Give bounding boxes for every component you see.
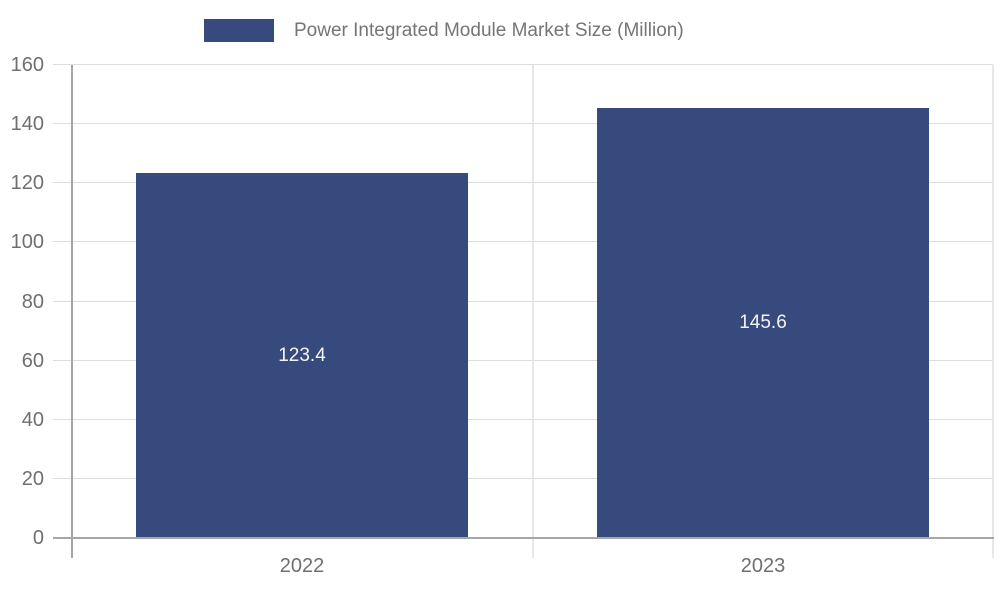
x-tick-label: 2022 xyxy=(279,555,325,577)
plot-right-border xyxy=(992,65,994,558)
gridline-horizontal xyxy=(72,64,993,65)
bar xyxy=(136,173,468,538)
y-tick-label: 140 xyxy=(10,113,44,136)
x-tick-label: 2023 xyxy=(740,555,786,577)
y-axis-tick xyxy=(53,64,72,65)
bar-value-label: 123.4 xyxy=(278,345,326,366)
bar-value-label: 145.6 xyxy=(739,312,787,333)
x-axis-line xyxy=(53,537,994,539)
y-axis-tick xyxy=(53,477,72,479)
y-axis-tick xyxy=(53,418,72,420)
y-axis-tick xyxy=(53,123,72,125)
y-axis-tick xyxy=(53,359,72,361)
y-tick-label: 120 xyxy=(10,172,44,195)
legend-swatch[interactable] xyxy=(204,19,274,42)
y-tick-label: 60 xyxy=(21,349,44,372)
y-tick-label: 20 xyxy=(21,467,44,490)
y-tick-label: 0 xyxy=(32,527,44,549)
y-tick-label: 100 xyxy=(10,231,44,254)
y-axis-tick xyxy=(53,241,72,243)
y-axis-tick xyxy=(53,182,72,184)
y-axis-line xyxy=(71,65,73,558)
y-tick-label: 160 xyxy=(10,54,44,76)
legend: Power Integrated Module Market Size (Mil… xyxy=(0,0,1000,52)
category-divider xyxy=(531,65,534,558)
y-axis-tick xyxy=(53,300,72,302)
bar xyxy=(597,107,929,538)
legend-label[interactable]: Power Integrated Module Market Size (Mil… xyxy=(294,20,684,41)
y-tick-label: 80 xyxy=(21,290,44,313)
y-tick-label: 40 xyxy=(21,408,44,431)
